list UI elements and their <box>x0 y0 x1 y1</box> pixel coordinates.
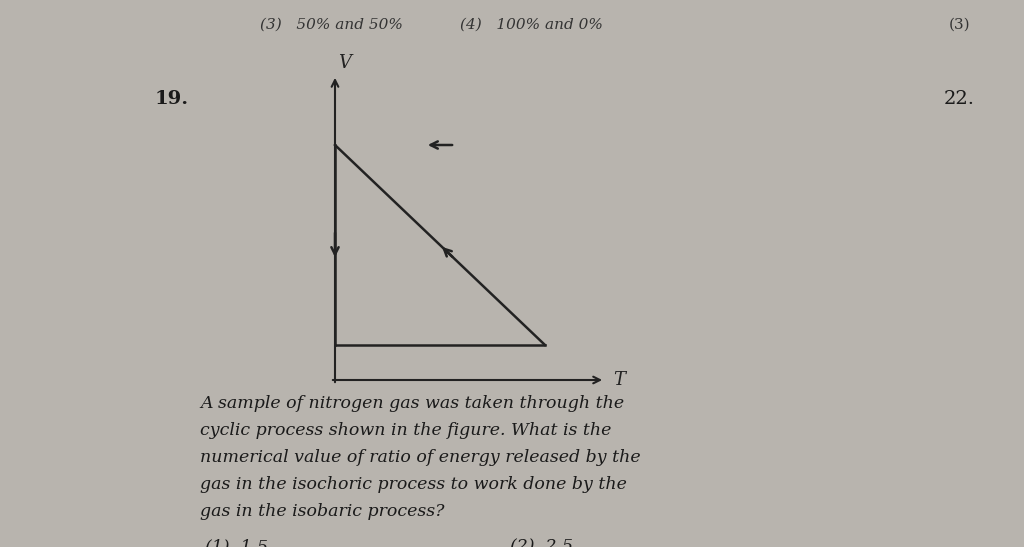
Text: (3): (3) <box>948 18 970 32</box>
Text: 19.: 19. <box>155 90 189 108</box>
Text: T: T <box>613 371 625 389</box>
Text: (3)   50% and 50%: (3) 50% and 50% <box>260 18 402 32</box>
Text: cyclic process shown in the figure. What is the: cyclic process shown in the figure. What… <box>200 422 611 439</box>
Text: V: V <box>338 54 351 72</box>
Text: gas in the isochoric process to work done by the: gas in the isochoric process to work don… <box>200 476 627 493</box>
Text: 22.: 22. <box>944 90 975 108</box>
Text: numerical value of ratio of energy released by the: numerical value of ratio of energy relea… <box>200 449 641 466</box>
Text: (2)  2.5: (2) 2.5 <box>510 538 573 547</box>
Text: gas in the isobaric process?: gas in the isobaric process? <box>200 503 444 520</box>
Text: (1)  1.5: (1) 1.5 <box>205 538 268 547</box>
Text: (4)   100% and 0%: (4) 100% and 0% <box>460 18 603 32</box>
Text: A sample of nitrogen gas was taken through the: A sample of nitrogen gas was taken throu… <box>200 395 624 412</box>
